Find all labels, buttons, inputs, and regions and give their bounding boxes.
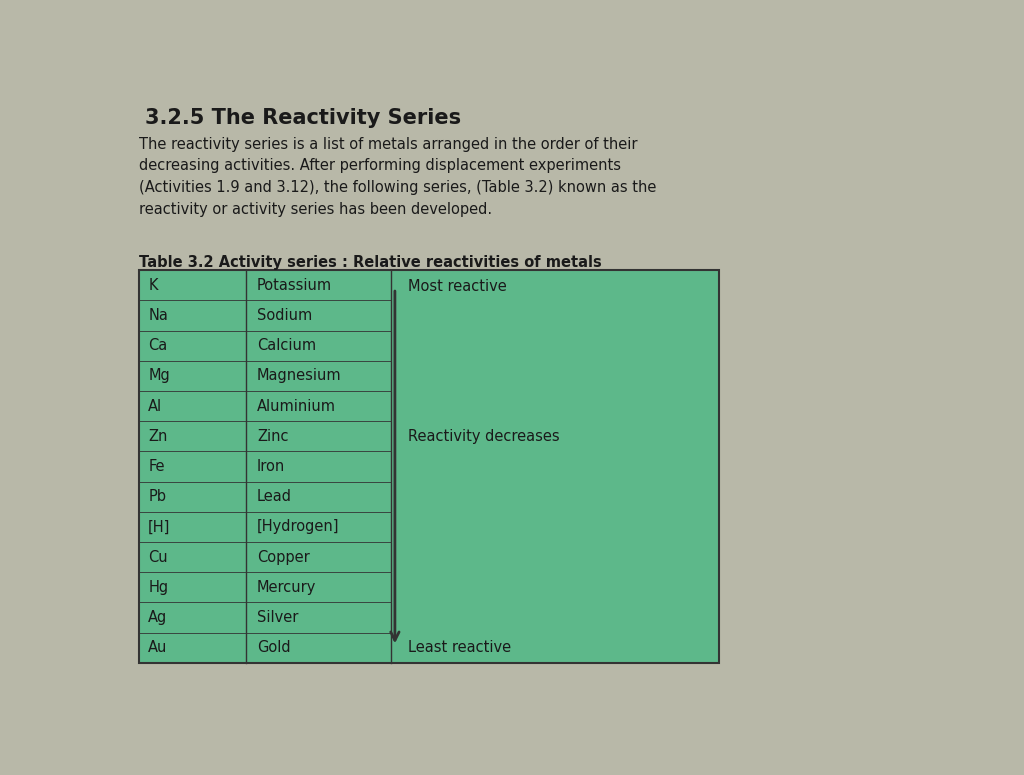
Text: Zn: Zn bbox=[148, 429, 168, 444]
Text: Silver: Silver bbox=[257, 610, 298, 625]
Text: Gold: Gold bbox=[257, 640, 291, 655]
Text: Na: Na bbox=[148, 308, 168, 323]
Text: Calcium: Calcium bbox=[257, 338, 316, 353]
Text: Cu: Cu bbox=[148, 549, 168, 564]
Text: Fe: Fe bbox=[148, 459, 165, 474]
Text: Mercury: Mercury bbox=[257, 580, 316, 594]
Text: Pb: Pb bbox=[148, 489, 166, 505]
Text: Least reactive: Least reactive bbox=[409, 640, 511, 655]
Text: Ca: Ca bbox=[148, 338, 167, 353]
Text: Lead: Lead bbox=[257, 489, 292, 505]
Text: Ag: Ag bbox=[148, 610, 167, 625]
Text: Reactivity decreases: Reactivity decreases bbox=[409, 429, 560, 444]
Text: Au: Au bbox=[148, 640, 168, 655]
Text: Sodium: Sodium bbox=[257, 308, 312, 323]
Text: K: K bbox=[148, 277, 158, 293]
Text: 3.2.5 The Reactivity Series: 3.2.5 The Reactivity Series bbox=[145, 109, 461, 129]
Text: Most reactive: Most reactive bbox=[409, 279, 507, 294]
Text: Table 3.2 Activity series : Relative reactivities of metals: Table 3.2 Activity series : Relative rea… bbox=[139, 255, 602, 270]
Text: [Hydrogen]: [Hydrogen] bbox=[257, 519, 339, 535]
Text: Iron: Iron bbox=[257, 459, 286, 474]
Text: Aluminium: Aluminium bbox=[257, 398, 336, 414]
Text: Zinc: Zinc bbox=[257, 429, 289, 444]
Text: Mg: Mg bbox=[148, 368, 170, 384]
Text: [H]: [H] bbox=[148, 519, 171, 535]
Text: Al: Al bbox=[148, 398, 162, 414]
Text: Potassium: Potassium bbox=[257, 277, 332, 293]
Text: Magnesium: Magnesium bbox=[257, 368, 342, 384]
Bar bbox=[139, 270, 719, 663]
Text: Copper: Copper bbox=[257, 549, 309, 564]
Text: Hg: Hg bbox=[148, 580, 168, 594]
Text: The reactivity series is a list of metals arranged in the order of their
decreas: The reactivity series is a list of metal… bbox=[139, 137, 656, 217]
